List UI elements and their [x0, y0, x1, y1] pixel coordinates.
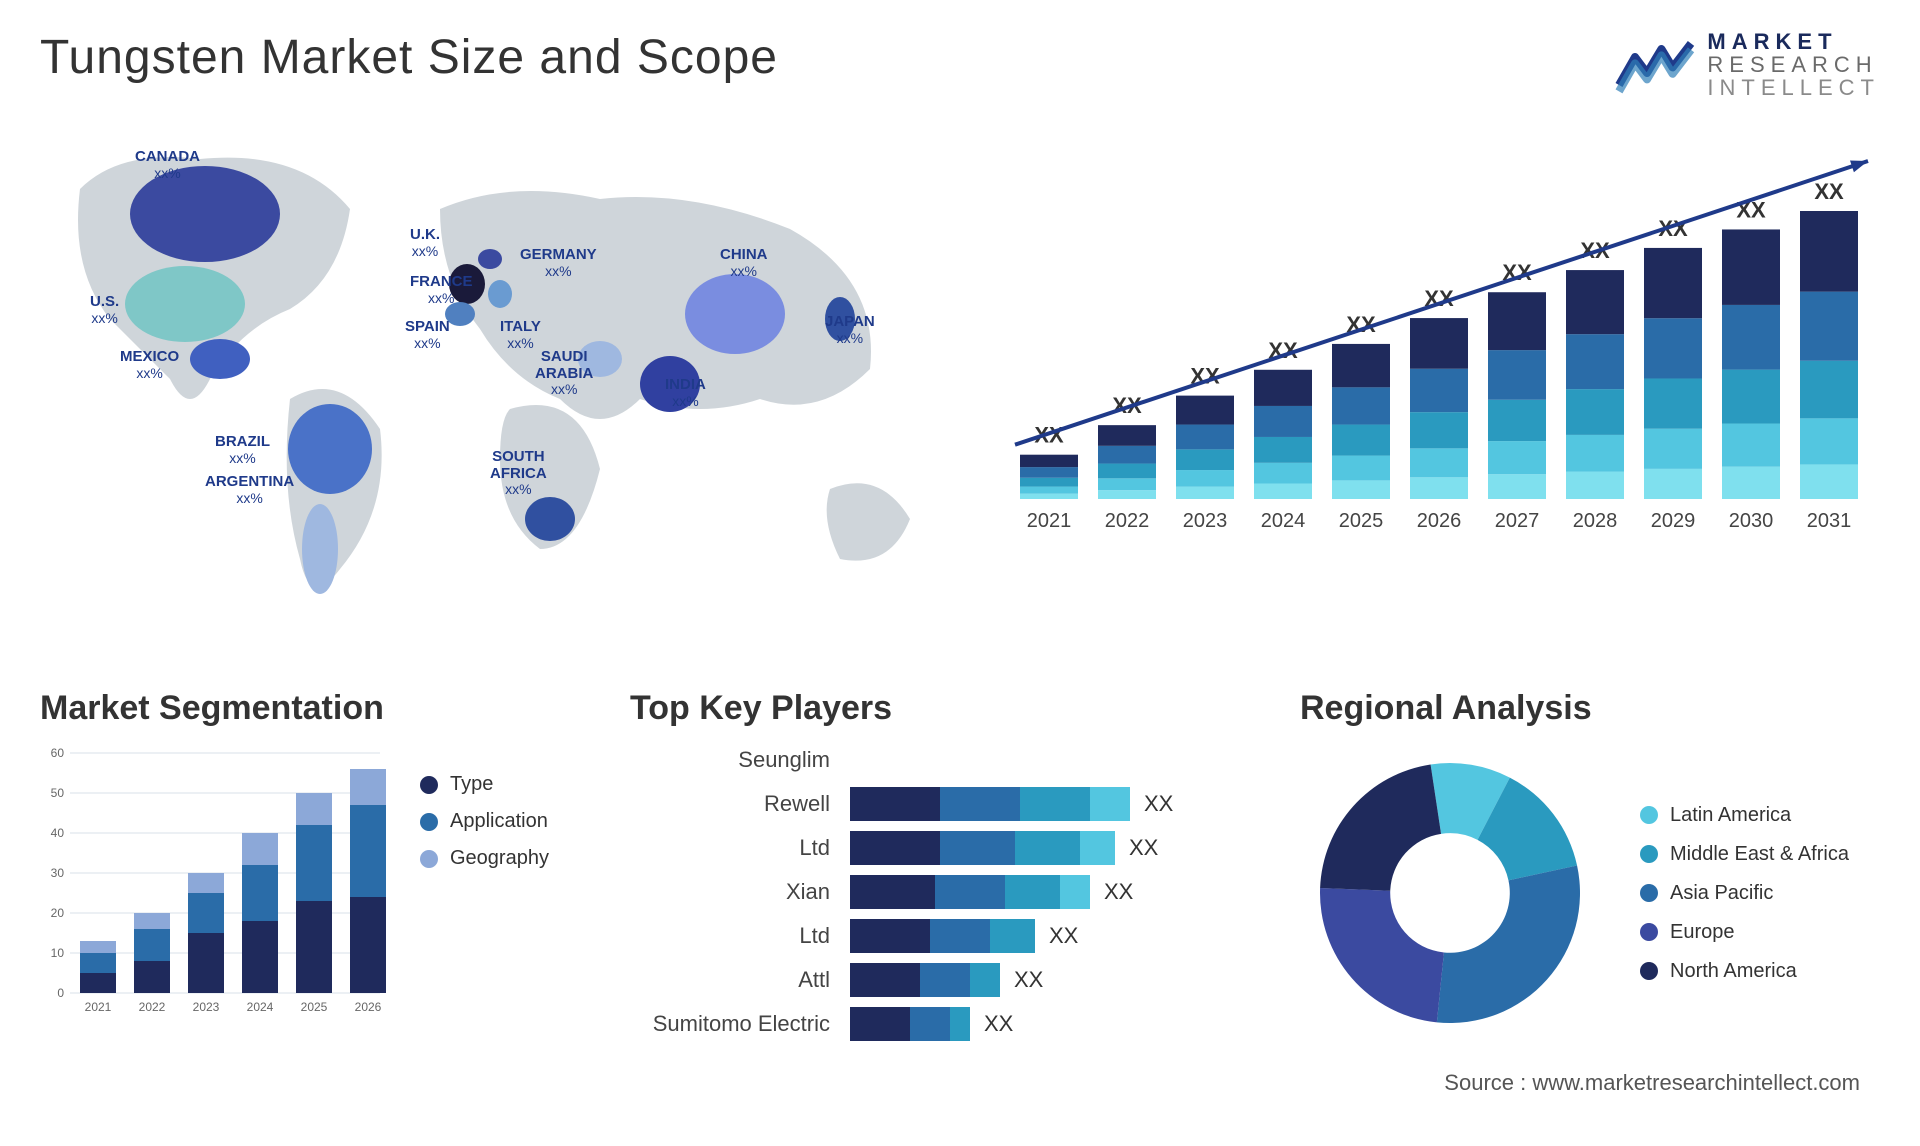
regional-legend: Latin America Middle East & Africa Asia Pa…: [1640, 804, 1849, 983]
map-label: CHINAxx%: [720, 247, 768, 280]
player-row: Seunglim: [630, 743, 1270, 777]
svg-text:2025: 2025: [301, 1000, 328, 1014]
player-bar: [850, 875, 1090, 909]
player-row: Ltd XX: [630, 919, 1270, 953]
player-bar: [850, 831, 1115, 865]
svg-text:2023: 2023: [1183, 510, 1228, 532]
source-attribution: Source : www.marketresearchintellect.com: [1444, 1070, 1860, 1096]
map-label: SAUDIARABIAxx%: [535, 349, 593, 399]
map-label: U.S.xx%: [90, 294, 119, 327]
svg-text:2024: 2024: [247, 1000, 274, 1014]
forecast-chart: XX2021XX2022XX2023XX2024XX2025XX2026XX20…: [1000, 119, 1880, 649]
player-name: Ltd: [630, 835, 850, 861]
legend-item: Latin America: [1640, 804, 1849, 827]
svg-text:10: 10: [51, 946, 65, 960]
legend-item: Application: [420, 810, 549, 833]
player-name: Seunglim: [630, 747, 850, 773]
map-label: JAPANxx%: [825, 314, 875, 347]
svg-text:2024: 2024: [1261, 510, 1306, 532]
map-label: SOUTHAFRICAxx%: [490, 449, 547, 499]
regional-title: Regional Analysis: [1300, 689, 1880, 728]
map-label: INDIAxx%: [665, 377, 706, 410]
player-row: Sumitomo Electric XX: [630, 1007, 1270, 1041]
svg-text:50: 50: [51, 786, 65, 800]
legend-item: Geography: [420, 847, 549, 870]
player-value: XX: [1014, 967, 1043, 993]
player-value: XX: [1049, 923, 1078, 949]
svg-text:2026: 2026: [355, 1000, 382, 1014]
logo-text-3: INTELLECT: [1707, 76, 1880, 99]
page-title: Tungsten Market Size and Scope: [40, 30, 778, 85]
svg-text:2030: 2030: [1729, 510, 1774, 532]
header: Tungsten Market Size and Scope MARKET RE…: [40, 30, 1880, 99]
player-name: Xian: [630, 879, 850, 905]
segmentation-title: Market Segmentation: [40, 689, 600, 728]
players-panel: Top Key Players SeunglimRewellXXLtdXXXia…: [630, 689, 1270, 1051]
world-map: CANADAxx% U.S.xx%MEXICOxx% BRAZILxx% ARGENT…: [40, 119, 960, 649]
player-name: Sumitomo Electric: [630, 1011, 850, 1037]
player-value: XX: [984, 1011, 1013, 1037]
world-map-svg: [40, 119, 960, 649]
logo-text-1: MARKET: [1707, 30, 1880, 53]
svg-text:40: 40: [51, 826, 65, 840]
svg-text:2026: 2026: [1417, 510, 1462, 532]
map-label: FRANCExx%: [410, 274, 473, 307]
legend-item: Europe: [1640, 921, 1849, 944]
player-row: Rewell XX: [630, 787, 1270, 821]
svg-text:20: 20: [51, 906, 65, 920]
logo-text-2: RESEARCH: [1707, 53, 1880, 76]
map-label: BRAZILxx%: [215, 434, 270, 467]
segmentation-legend: Type Application Geography: [420, 773, 549, 1043]
forecast-chart-svg: XX2021XX2022XX2023XX2024XX2025XX2026XX20…: [1000, 119, 1880, 639]
svg-text:2023: 2023: [193, 1000, 220, 1014]
players-body: SeunglimRewellXXLtdXXXianXXLtdXXAttlXXSu…: [630, 743, 1270, 1051]
legend-item: Asia Pacific: [1640, 882, 1849, 905]
legend-item: North America: [1640, 960, 1849, 983]
player-row: Attl XX: [630, 963, 1270, 997]
map-label: ARGENTINAxx%: [205, 474, 294, 507]
svg-text:2031: 2031: [1807, 510, 1852, 532]
svg-text:XX: XX: [1814, 179, 1844, 204]
svg-text:60: 60: [51, 746, 65, 760]
map-label: MEXICOxx%: [120, 349, 179, 382]
segmentation-panel: Market Segmentation 0 10 20 30 40 50 60 2021 202…: [40, 689, 600, 1051]
logo-mark-icon: [1615, 35, 1695, 95]
svg-text:2022: 2022: [139, 1000, 166, 1014]
regional-panel: Regional Analysis Latin America Middle Ea…: [1300, 689, 1880, 1051]
legend-item: Type: [420, 773, 549, 796]
svg-text:2022: 2022: [1105, 510, 1150, 532]
player-row: Xian XX: [630, 875, 1270, 909]
player-value: XX: [1104, 879, 1133, 905]
player-name: Rewell: [630, 791, 850, 817]
player-name: Ltd: [630, 923, 850, 949]
map-label: GERMANYxx%: [520, 247, 597, 280]
svg-text:2021: 2021: [1027, 510, 1072, 532]
top-row: CANADAxx% U.S.xx%MEXICOxx% BRAZILxx% ARGENT…: [40, 119, 1880, 649]
player-bar: [850, 787, 1130, 821]
brand-logo: MARKET RESEARCH INTELLECT: [1615, 30, 1880, 99]
player-bar: [850, 919, 1035, 953]
player-row: Ltd XX: [630, 831, 1270, 865]
segmentation-chart: 0 10 20 30 40 50 60 2021 2022 2023 2024 2025 2026: [40, 743, 400, 1043]
svg-text:2028: 2028: [1573, 510, 1618, 532]
bottom-row: Market Segmentation 0 10 20 30 40 50 60 2021 202…: [40, 689, 1880, 1051]
player-bar: [850, 1007, 970, 1041]
legend-item: Middle East & Africa: [1640, 843, 1849, 866]
svg-text:2029: 2029: [1651, 510, 1696, 532]
map-label: SPAINxx%: [405, 319, 450, 352]
svg-text:2021: 2021: [85, 1000, 112, 1014]
players-title: Top Key Players: [630, 689, 1270, 728]
svg-text:30: 30: [51, 866, 65, 880]
map-label: CANADAxx%: [135, 149, 200, 182]
player-value: XX: [1144, 791, 1173, 817]
player-bar: [850, 963, 1000, 997]
svg-text:2027: 2027: [1495, 510, 1540, 532]
svg-text:0: 0: [57, 986, 64, 1000]
player-value: XX: [1129, 835, 1158, 861]
map-label: U.K.xx%: [410, 227, 440, 260]
regional-donut: [1300, 743, 1600, 1043]
player-name: Attl: [630, 967, 850, 993]
map-label: ITALYxx%: [500, 319, 541, 352]
svg-text:2025: 2025: [1339, 510, 1384, 532]
